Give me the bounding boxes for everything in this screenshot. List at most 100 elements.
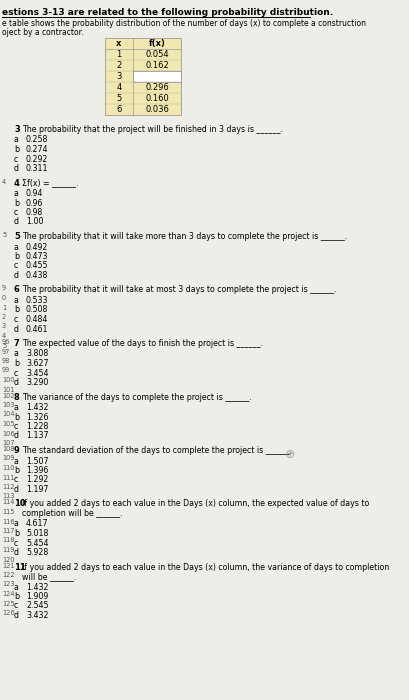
Text: b: b — [14, 466, 19, 475]
Text: 0.311: 0.311 — [26, 164, 49, 173]
Text: 115: 115 — [2, 509, 14, 515]
Text: estions 3-13 are related to the following probability distribution.: estions 3-13 are related to the followin… — [2, 8, 333, 17]
Text: 126: 126 — [2, 610, 15, 616]
Text: 123: 123 — [2, 582, 14, 587]
Text: 4: 4 — [2, 333, 6, 339]
Text: 3: 3 — [14, 125, 20, 134]
Text: 3: 3 — [116, 72, 122, 81]
Text: 102: 102 — [2, 393, 15, 398]
Text: 0.96: 0.96 — [26, 199, 43, 207]
Text: If you added 2 days to each value in the Days (x) column, the variance of days t: If you added 2 days to each value in the… — [22, 563, 389, 571]
Text: 118: 118 — [2, 538, 14, 543]
Text: 0.160: 0.160 — [145, 94, 169, 103]
Text: a: a — [14, 189, 19, 198]
Text: 0.94: 0.94 — [26, 189, 43, 198]
Text: b: b — [14, 592, 19, 601]
Text: 97: 97 — [2, 349, 10, 354]
Text: 0.162: 0.162 — [145, 61, 169, 70]
Text: 5.454: 5.454 — [26, 538, 49, 547]
Text: 106: 106 — [2, 430, 15, 437]
Text: a: a — [14, 296, 19, 305]
Text: 0.461: 0.461 — [26, 325, 49, 333]
Text: 110: 110 — [2, 465, 14, 471]
Text: 107: 107 — [2, 440, 15, 446]
Text: 4: 4 — [117, 83, 121, 92]
Text: b: b — [14, 252, 19, 261]
Text: d: d — [14, 431, 19, 440]
Text: 112: 112 — [2, 484, 14, 490]
Text: 113: 113 — [2, 494, 14, 500]
Text: 2.545: 2.545 — [26, 601, 49, 610]
Text: 1.228: 1.228 — [26, 422, 48, 431]
Text: 0.054: 0.054 — [145, 50, 169, 59]
Text: c: c — [14, 538, 18, 547]
Text: 0.473: 0.473 — [26, 252, 49, 261]
Text: d: d — [14, 611, 19, 620]
Text: will be ______.: will be ______. — [22, 572, 76, 581]
Text: 1.00: 1.00 — [26, 218, 43, 227]
Text: 98: 98 — [2, 358, 10, 364]
Text: 9: 9 — [2, 286, 6, 291]
Text: 0.258: 0.258 — [26, 136, 48, 144]
Text: oject by a contractor.: oject by a contractor. — [2, 28, 83, 37]
Text: b: b — [14, 305, 19, 314]
Text: 0.98: 0.98 — [26, 208, 43, 217]
Text: 2: 2 — [2, 314, 6, 320]
Text: ⊕: ⊕ — [285, 449, 295, 461]
Text: 120: 120 — [2, 556, 15, 563]
Text: c: c — [14, 475, 18, 484]
Text: c: c — [14, 208, 18, 217]
Text: 5: 5 — [2, 342, 6, 349]
Text: c: c — [14, 262, 18, 270]
Text: 1.507: 1.507 — [26, 456, 49, 466]
Text: 0.296: 0.296 — [145, 83, 169, 92]
Text: 124: 124 — [2, 591, 15, 597]
Text: 96: 96 — [2, 339, 10, 345]
Text: 3.432: 3.432 — [26, 611, 49, 620]
Text: a: a — [14, 136, 19, 144]
Text: 1.326: 1.326 — [26, 412, 49, 421]
Text: 117: 117 — [2, 528, 14, 534]
Text: 0.508: 0.508 — [26, 305, 48, 314]
Text: 0.455: 0.455 — [26, 262, 49, 270]
Text: f(x): f(x) — [148, 39, 165, 48]
Text: a: a — [14, 456, 19, 466]
Text: 3.627: 3.627 — [26, 359, 49, 368]
Text: 4: 4 — [14, 178, 20, 188]
Text: a: a — [14, 582, 19, 592]
Text: 6: 6 — [116, 105, 122, 114]
Text: The variance of the days to complete the project is ______.: The variance of the days to complete the… — [22, 393, 252, 402]
Text: 5.018: 5.018 — [26, 529, 48, 538]
Text: The expected value of the days to finish the project is ______.: The expected value of the days to finish… — [22, 339, 263, 348]
Text: a: a — [14, 349, 19, 358]
Text: 105: 105 — [2, 421, 15, 427]
Text: 122: 122 — [2, 572, 15, 578]
Text: 111: 111 — [2, 475, 14, 480]
Text: 4.617: 4.617 — [26, 519, 49, 528]
Text: 5: 5 — [2, 232, 6, 238]
Text: The probability that it will take more than 3 days to complete the project is __: The probability that it will take more t… — [22, 232, 347, 241]
Text: Σf(x) = ______.: Σf(x) = ______. — [22, 178, 79, 188]
Text: 121: 121 — [2, 563, 14, 568]
Text: d: d — [14, 164, 19, 173]
Text: b: b — [14, 529, 19, 538]
Text: a: a — [14, 403, 19, 412]
Text: completion will be ______.: completion will be ______. — [22, 509, 123, 518]
Text: 5.928: 5.928 — [26, 548, 48, 557]
Text: 125: 125 — [2, 601, 15, 606]
Text: 0.438: 0.438 — [26, 271, 48, 280]
Text: 114: 114 — [2, 500, 14, 505]
Text: 109: 109 — [2, 456, 14, 461]
Text: 10: 10 — [14, 500, 26, 508]
Text: c: c — [14, 315, 18, 324]
Text: 0.292: 0.292 — [26, 155, 48, 164]
Text: a: a — [14, 519, 19, 528]
Text: 108: 108 — [2, 446, 15, 452]
Text: 1.137: 1.137 — [26, 431, 49, 440]
Text: 1.909: 1.909 — [26, 592, 48, 601]
Text: d: d — [14, 325, 19, 333]
Text: 5: 5 — [14, 232, 20, 241]
Text: 1: 1 — [117, 50, 121, 59]
Text: 0.036: 0.036 — [145, 105, 169, 114]
Text: d: d — [14, 271, 19, 280]
